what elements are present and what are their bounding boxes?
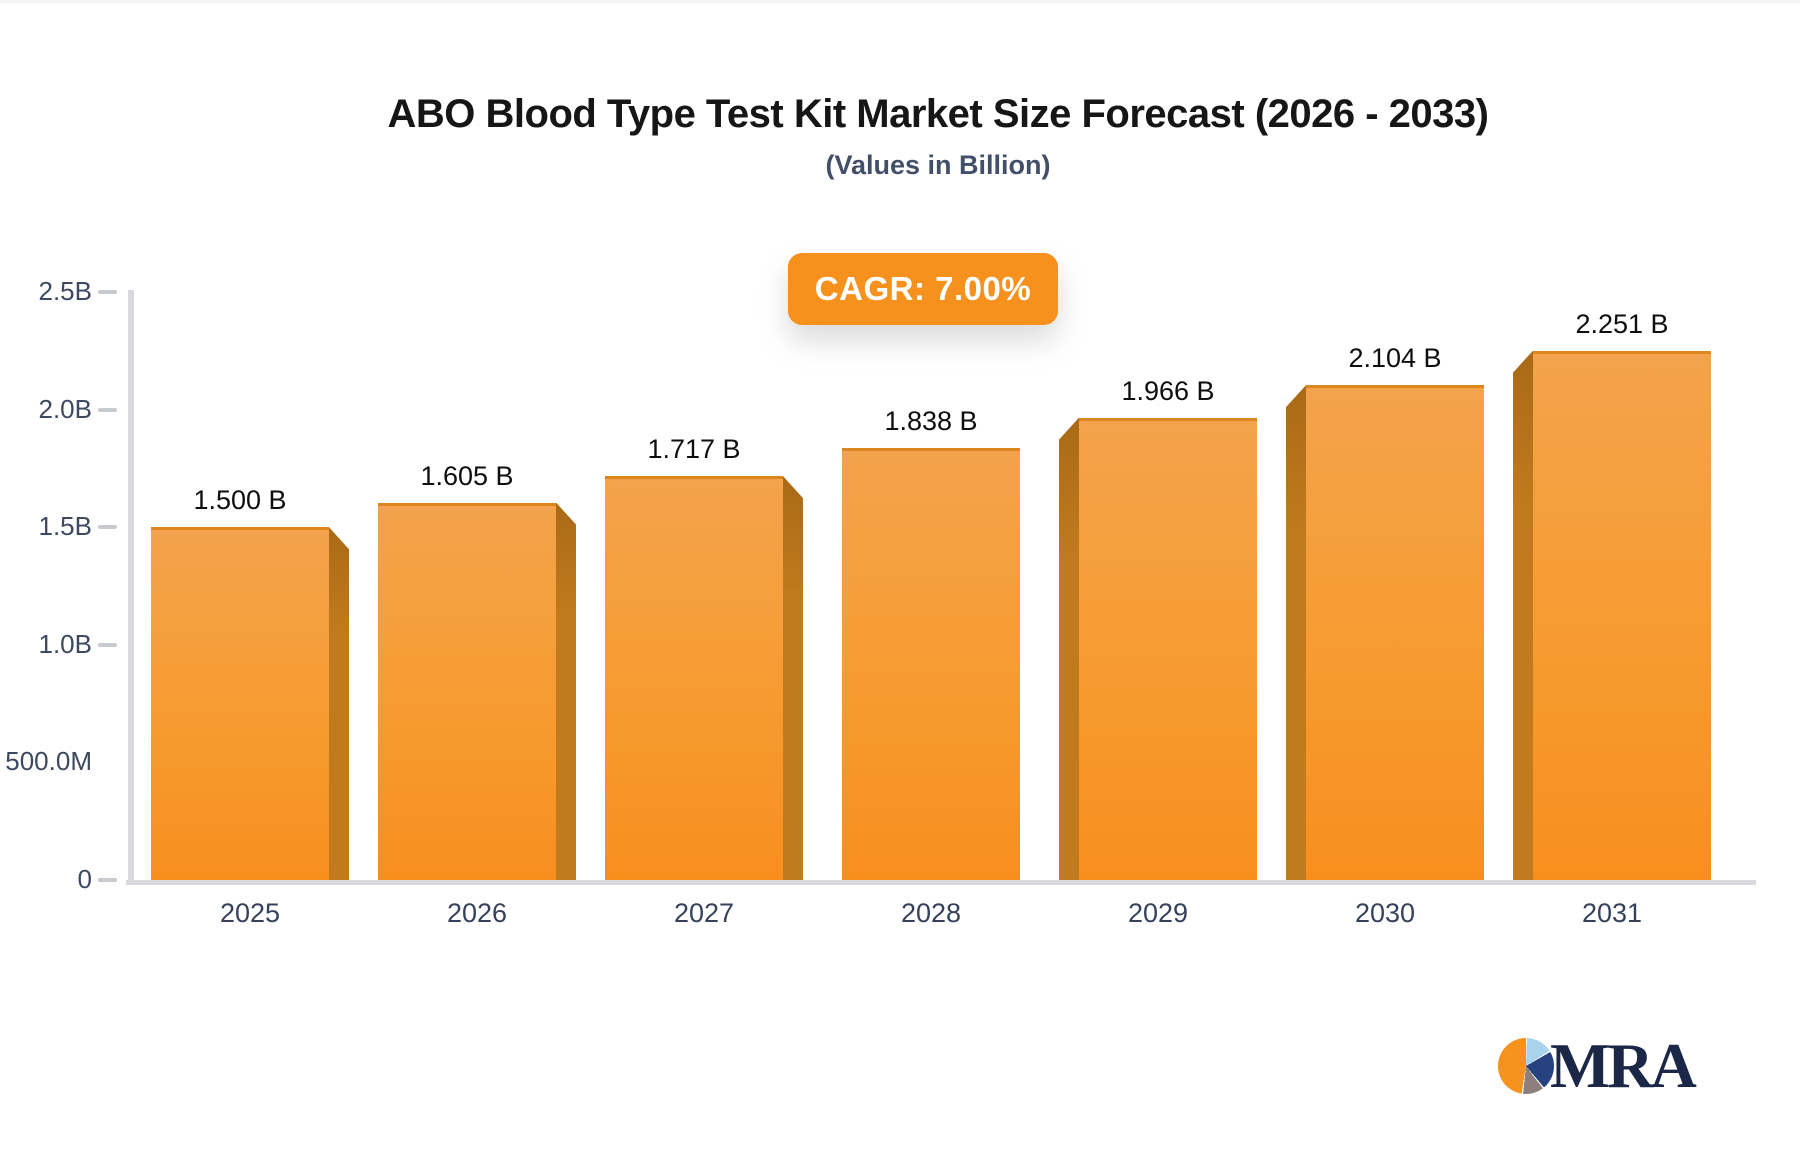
x-axis-category-label: 2029 bbox=[1127, 898, 1189, 928]
y-axis-tick-label: 500.0M bbox=[5, 746, 92, 777]
x-axis-category-label: 2031 bbox=[1581, 898, 1643, 928]
bar-side-face bbox=[1513, 350, 1533, 880]
y-axis-tick-label: 2.5B bbox=[38, 276, 93, 306]
bar-2027 bbox=[605, 476, 803, 880]
cagr-badge-label: CAGR: 7.00% bbox=[814, 270, 1032, 307]
y-axis-tick-label: 1.0B bbox=[38, 628, 93, 659]
bar-value-label: 1.500 B bbox=[193, 485, 287, 516]
y-axis-tick-label: 1.5B bbox=[38, 511, 93, 542]
bar-value-label: 1.966 B bbox=[1121, 375, 1215, 406]
cagr-badge: CAGR: 7.00% bbox=[788, 253, 1058, 325]
y-axis-tick-mark bbox=[98, 642, 117, 647]
bar-value-label: 1.717 B bbox=[647, 434, 741, 465]
x-axis-category-label: 2025 bbox=[219, 898, 281, 928]
bar-side-face bbox=[329, 527, 349, 880]
x-axis-category-label: 2026 bbox=[446, 898, 508, 928]
top-border-strip bbox=[0, 0, 1800, 3]
chart-title: ABO Blood Type Test Kit Market Size Fore… bbox=[387, 92, 1489, 136]
x-axis-baseline bbox=[126, 880, 1756, 885]
bar-side-face bbox=[783, 476, 803, 880]
y-axis-tick-label: 2.0B bbox=[38, 393, 93, 424]
y-axis-tick-mark bbox=[98, 290, 117, 294]
bar-side-face bbox=[1286, 385, 1306, 880]
bar-face bbox=[151, 527, 329, 880]
bar-2029 bbox=[1059, 417, 1257, 880]
bar-face bbox=[842, 447, 1020, 880]
brand-logo: MRA bbox=[1498, 1030, 1697, 1101]
y-axis-tick-mark bbox=[98, 525, 117, 530]
bar-value-label: 1.605 B bbox=[420, 460, 514, 491]
bar-value-label: 1.838 B bbox=[884, 405, 978, 436]
y-axis-line bbox=[128, 290, 134, 883]
y-axis-tick-mark bbox=[98, 407, 117, 412]
bar-2030 bbox=[1286, 385, 1484, 880]
bar-2031 bbox=[1513, 350, 1711, 880]
bar-face bbox=[1306, 385, 1484, 880]
x-axis-category-label: 2027 bbox=[673, 898, 735, 928]
bar-2026 bbox=[378, 502, 576, 880]
y-axis-tick-mark bbox=[98, 878, 117, 882]
bar-face bbox=[378, 502, 556, 880]
bar-face bbox=[1533, 350, 1711, 880]
x-axis-category-label: 2028 bbox=[900, 898, 962, 928]
bar-value-label: 2.104 B bbox=[1348, 343, 1442, 374]
bar-value-label: 2.251 B bbox=[1575, 308, 1669, 339]
bar-2028 bbox=[842, 447, 1020, 880]
y-axis-tick-label: 0 bbox=[77, 864, 92, 894]
bar-2025 bbox=[151, 527, 349, 880]
chart-subtitle: (Values in Billion) bbox=[825, 150, 1051, 180]
bar-side-face bbox=[1059, 417, 1079, 880]
pie-chart-logo-icon bbox=[1498, 1038, 1554, 1094]
brand-logo-text: MRA bbox=[1550, 1030, 1697, 1101]
bar-face bbox=[1079, 417, 1257, 880]
x-axis-category-label: 2030 bbox=[1354, 898, 1416, 928]
bar-side-face bbox=[556, 502, 576, 880]
bar-face bbox=[605, 476, 783, 880]
